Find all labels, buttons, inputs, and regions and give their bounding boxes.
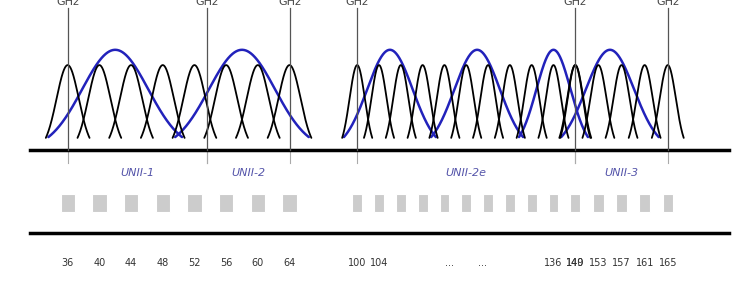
Text: 136: 136 [544, 258, 562, 268]
Text: 5.470
GHz: 5.470 GHz [341, 0, 373, 7]
Bar [483, 194, 493, 212]
Text: 40: 40 [93, 258, 105, 268]
Text: 5.15
GHz: 5.15 GHz [56, 0, 80, 7]
Bar [156, 194, 170, 212]
Text: 60: 60 [252, 258, 264, 268]
Text: 48: 48 [156, 258, 169, 268]
Bar [639, 194, 650, 212]
Text: 165: 165 [659, 258, 677, 268]
Bar [219, 194, 233, 212]
Bar [417, 194, 428, 212]
Bar [526, 194, 537, 212]
Bar [250, 194, 265, 212]
Bar [374, 194, 384, 212]
Bar [570, 194, 581, 212]
Text: 157: 157 [612, 258, 631, 268]
Text: 100: 100 [348, 258, 366, 268]
Text: UNII-2: UNII-2 [231, 168, 265, 178]
Bar [187, 194, 202, 212]
Text: ...: ... [445, 258, 454, 268]
Bar [593, 194, 604, 212]
Text: 140: 140 [566, 258, 584, 268]
Text: 161: 161 [635, 258, 653, 268]
Bar [505, 194, 515, 212]
Text: 5.725
GHz: 5.725 GHz [559, 0, 591, 7]
Bar [663, 194, 673, 212]
Text: UNII-1: UNII-1 [120, 168, 155, 178]
Text: 153: 153 [589, 258, 608, 268]
Bar [352, 194, 362, 212]
Bar [61, 194, 74, 212]
Bar [461, 194, 472, 212]
Text: 5.25
GHz: 5.25 GHz [195, 0, 219, 7]
Text: 52: 52 [188, 258, 201, 268]
Text: 36: 36 [62, 258, 74, 268]
Text: UNII-2e: UNII-2e [446, 168, 487, 178]
Bar [124, 194, 138, 212]
Text: 64: 64 [284, 258, 296, 268]
Bar [617, 194, 626, 212]
Bar [570, 194, 581, 212]
Text: 104: 104 [370, 258, 388, 268]
Bar [548, 194, 559, 212]
Bar [439, 194, 450, 212]
Text: 56: 56 [220, 258, 232, 268]
Text: 5.35
GHz: 5.35 GHz [277, 0, 302, 7]
Text: 44: 44 [125, 258, 137, 268]
Bar [396, 194, 406, 212]
Text: UNII-3: UNII-3 [605, 168, 639, 178]
Bar [92, 194, 107, 212]
Text: 5.825
GHz: 5.825 GHz [652, 0, 684, 7]
Bar [283, 194, 296, 212]
Text: ...: ... [478, 258, 487, 268]
Text: 149: 149 [566, 258, 584, 268]
